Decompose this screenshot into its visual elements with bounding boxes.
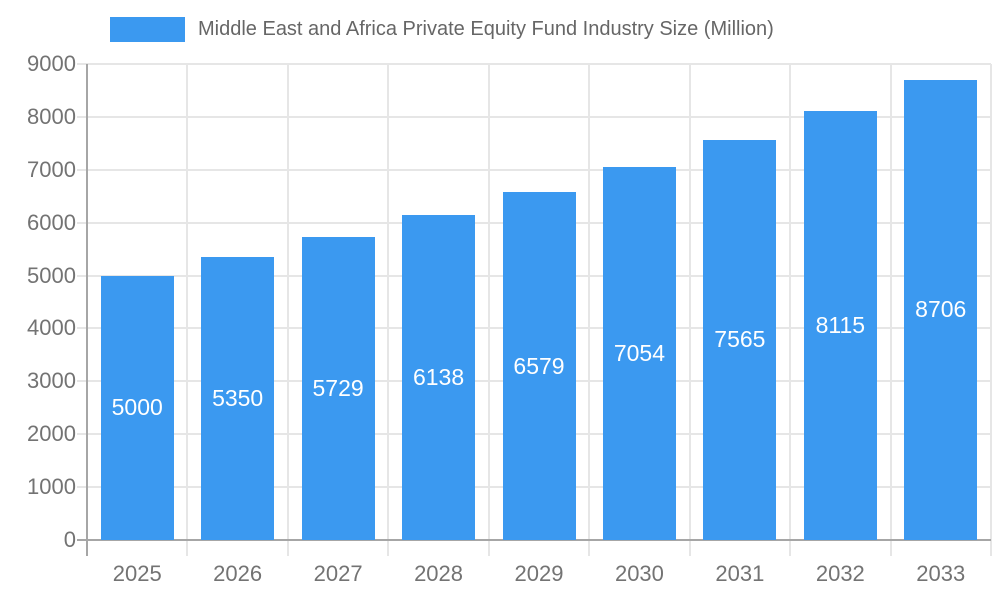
x-tick-label: 2030 [614, 561, 664, 586]
h-gridline [77, 115, 991, 118]
x-tick-label: 2032 [815, 561, 865, 586]
x-tick-label: 2027 [313, 561, 363, 586]
bar-value-label: 8115 [815, 311, 866, 338]
y-tick-label: 4000 [27, 315, 76, 341]
v-gridline [588, 64, 591, 556]
v-gridline [889, 64, 892, 556]
y-tick-label: 6000 [27, 209, 76, 235]
v-gridline [487, 64, 490, 556]
bar-value-label: 7565 [714, 326, 766, 353]
bar: 5000 [100, 275, 174, 540]
h-gridline [77, 63, 991, 65]
y-tick-label: 2000 [27, 421, 76, 447]
bar: 8706 [904, 79, 978, 540]
v-gridline [990, 64, 992, 556]
bar: 8115 [803, 110, 877, 540]
v-gridline [688, 64, 691, 556]
y-tick-label: 7000 [27, 156, 76, 182]
bar-value-label: 7054 [613, 339, 666, 366]
bar-value-label: 8706 [915, 296, 967, 323]
bar-value-label: 6138 [412, 364, 465, 391]
bar-value-label: 5000 [111, 394, 163, 421]
x-tick-label: 2028 [414, 561, 464, 586]
y-axis-line [86, 64, 88, 556]
x-tick-label: 2029 [514, 561, 564, 586]
y-tick-label: 9000 [27, 51, 76, 76]
x-axis-line [77, 539, 991, 541]
x-tick-label: 2026 [213, 561, 263, 586]
x-tick-label: 2031 [715, 561, 765, 586]
v-gridline [387, 64, 390, 556]
bar-value-label: 6579 [513, 352, 565, 379]
x-tick-label: 2025 [112, 561, 162, 586]
bar: 5350 [201, 257, 275, 540]
h-gridline [77, 168, 991, 171]
y-tick-label: 8000 [27, 103, 76, 129]
bar-value-label: 5729 [312, 374, 364, 401]
y-tick-label: 0 [63, 527, 76, 552]
v-gridline [286, 64, 289, 556]
legend[interactable]: Middle East and Africa Private Equity Fu… [110, 17, 774, 42]
y-tick-label: 3000 [27, 368, 76, 394]
y-tick-label: 5000 [27, 262, 76, 288]
bar: 7565 [703, 139, 777, 540]
y-tick-label: 1000 [27, 474, 76, 500]
bar-value-label: 5350 [212, 385, 264, 411]
legend-swatch-icon [110, 17, 185, 42]
legend-label: Middle East and Africa Private Equity Fu… [198, 18, 774, 40]
v-gridline [789, 64, 792, 556]
bar: 6579 [502, 192, 576, 540]
x-tick-label: 2033 [916, 561, 966, 586]
bar: 5729 [301, 236, 375, 540]
bar: 7054 [602, 166, 676, 540]
bar: 6138 [402, 215, 476, 540]
v-gridline [186, 64, 189, 556]
